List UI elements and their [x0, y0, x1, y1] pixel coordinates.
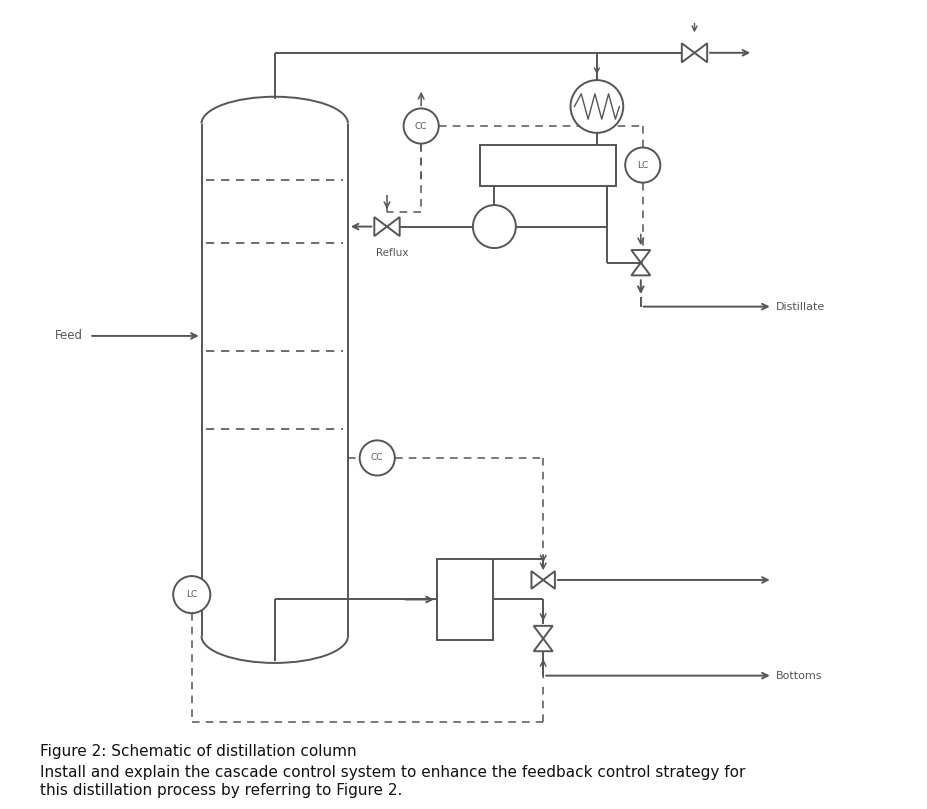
Text: CC: CC — [414, 121, 427, 130]
Circle shape — [473, 205, 515, 248]
Bar — [437, 560, 493, 639]
Circle shape — [173, 576, 210, 613]
Text: LC: LC — [637, 160, 648, 170]
Text: Bottoms: Bottoms — [775, 671, 821, 680]
Circle shape — [570, 80, 623, 133]
Polygon shape — [542, 571, 554, 589]
Polygon shape — [693, 44, 706, 62]
Circle shape — [360, 440, 394, 476]
Polygon shape — [374, 217, 387, 236]
Bar — [479, 145, 616, 185]
Text: LC: LC — [186, 590, 197, 599]
Polygon shape — [630, 263, 650, 275]
Text: Feed: Feed — [55, 329, 83, 342]
Polygon shape — [531, 571, 542, 589]
Text: Figure 2: Schematic of distillation column: Figure 2: Schematic of distillation colu… — [41, 744, 357, 759]
Polygon shape — [630, 250, 650, 263]
Polygon shape — [387, 217, 400, 236]
Text: Install and explain the cascade control system to enhance the feedback control s: Install and explain the cascade control … — [41, 765, 745, 798]
Circle shape — [403, 108, 438, 143]
Polygon shape — [533, 638, 552, 651]
Text: Distillate: Distillate — [775, 302, 824, 311]
Circle shape — [625, 147, 660, 183]
Polygon shape — [533, 626, 552, 638]
Text: Reflux: Reflux — [375, 248, 408, 258]
Text: CC: CC — [371, 453, 383, 463]
Polygon shape — [681, 44, 693, 62]
